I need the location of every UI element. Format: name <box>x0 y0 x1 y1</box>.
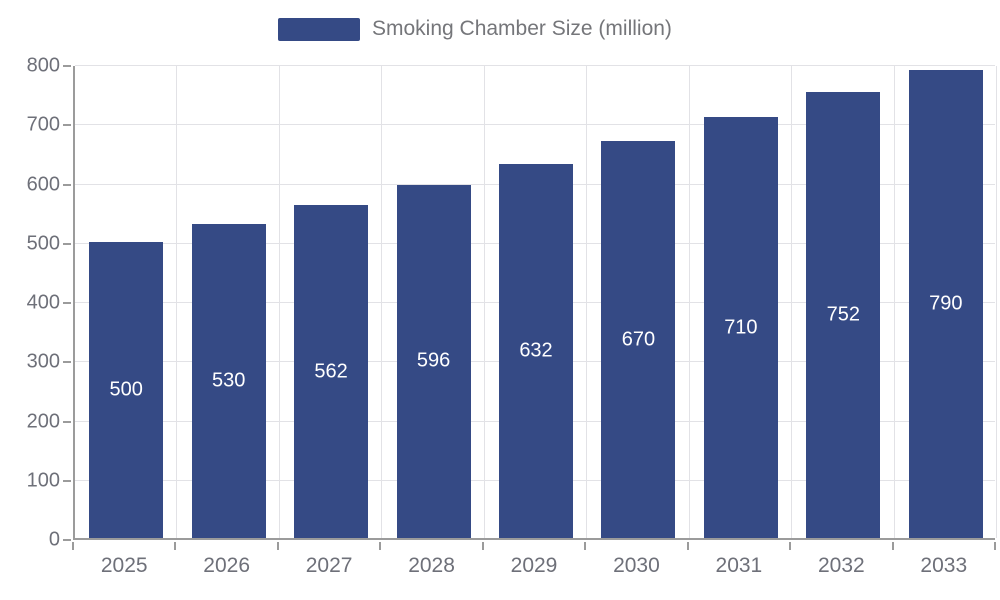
bar[interactable]: 752 <box>806 92 881 538</box>
legend[interactable]: Smoking Chamber Size (million) <box>278 17 672 41</box>
y-tick-label: 400 <box>26 291 60 314</box>
x-axis-tick <box>994 542 996 550</box>
y-tick-label: 500 <box>26 232 60 255</box>
plot-area: 500 530 562 596 632 670 710 752 790 <box>73 65 997 540</box>
y-axis-tick <box>63 242 71 245</box>
y-axis-tick <box>63 539 71 541</box>
gridline-h <box>75 65 995 66</box>
x-axis-tick <box>686 542 689 550</box>
bar-value-label: 530 <box>211 369 246 392</box>
x-tick-label: 2027 <box>305 554 353 577</box>
y-tick-label: 600 <box>26 173 60 195</box>
y-axis-tick <box>63 479 71 482</box>
gridline-v <box>176 66 178 538</box>
x-axis-tick <box>174 542 177 550</box>
gridline-v <box>381 66 383 538</box>
x-tick-label: 2032 <box>817 554 865 577</box>
x-axis-tick <box>789 542 792 550</box>
bar-value-label: 752 <box>826 303 861 326</box>
x-axis-tick <box>276 542 279 550</box>
bar-value-label: 670 <box>621 328 656 351</box>
bar-value-label: 596 <box>416 349 451 372</box>
x-axis-tick <box>584 542 587 550</box>
x-axis-tick <box>72 542 74 550</box>
x-axis-tick <box>891 542 894 550</box>
bar-value-label: 632 <box>519 339 553 362</box>
x-tick-label: 2025 <box>100 554 148 577</box>
x-tick-label: 2031 <box>715 554 763 577</box>
gridline-v <box>791 66 793 538</box>
bar-value-label: 500 <box>109 378 143 401</box>
x-tick-label: 2028 <box>408 554 455 577</box>
y-tick-label: 200 <box>26 410 60 432</box>
bar-value-label: 562 <box>314 360 348 382</box>
x-tick-label: 2030 <box>613 554 660 577</box>
bar[interactable]: 632 <box>499 163 573 538</box>
gridline-v <box>996 66 997 538</box>
bar-value-label: 790 <box>929 292 963 315</box>
x-tick-label: 2029 <box>510 554 558 577</box>
bar[interactable]: 670 <box>601 141 676 538</box>
x-axis-tick <box>379 542 382 550</box>
gridline-v <box>483 66 485 538</box>
gridline-h <box>75 124 995 126</box>
y-tick-label: 800 <box>26 54 60 77</box>
y-axis-tick <box>63 65 71 67</box>
x-axis-tick <box>481 542 484 550</box>
y-axis-tick <box>63 124 71 127</box>
legend-label: Smoking Chamber Size (million) <box>372 17 672 40</box>
y-tick-label: 100 <box>26 469 60 492</box>
bar[interactable]: 596 <box>396 184 471 538</box>
bar[interactable]: 530 <box>191 223 266 538</box>
gridline-v <box>893 66 895 538</box>
x-tick-label: 2026 <box>203 554 251 577</box>
bar[interactable]: 710 <box>703 117 778 538</box>
x-tick-label: 2033 <box>920 554 968 577</box>
bar[interactable]: 562 <box>294 205 369 538</box>
y-axis-tick <box>63 361 71 364</box>
y-tick-label: 300 <box>26 350 60 373</box>
bar[interactable]: 790 <box>908 69 983 538</box>
y-tick-label: 700 <box>26 113 60 136</box>
y-axis-tick <box>63 420 71 423</box>
legend-swatch <box>278 17 360 41</box>
gridline-v <box>586 66 588 538</box>
bar[interactable]: 500 <box>89 241 164 538</box>
bar-value-label: 710 <box>724 316 758 339</box>
y-axis-tick <box>63 183 71 186</box>
gridline-v <box>688 66 690 538</box>
gridline-v <box>278 66 280 538</box>
y-tick-label: 0 <box>48 528 60 551</box>
y-axis-tick <box>63 302 71 304</box>
